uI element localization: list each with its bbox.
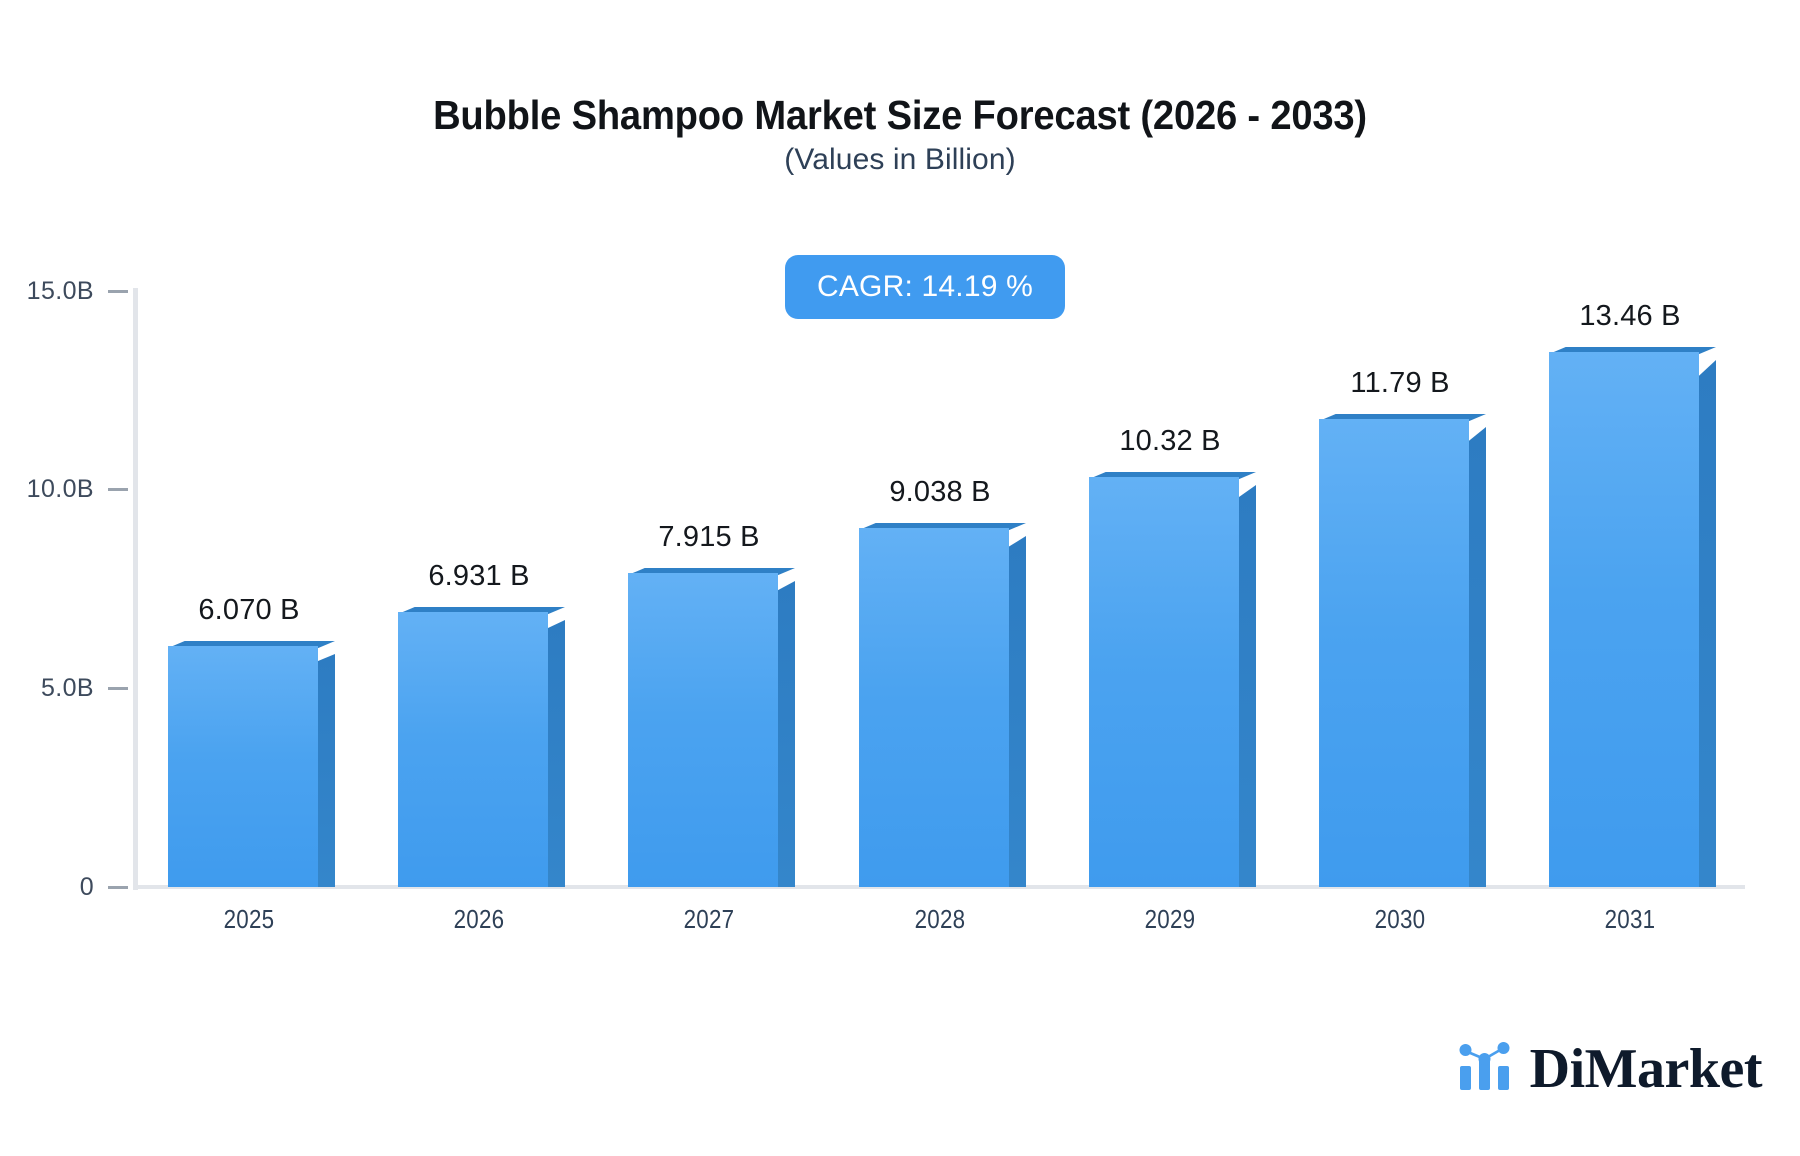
y-axis-tick-label: 15.0B xyxy=(26,276,94,305)
bar[interactable] xyxy=(1089,472,1256,887)
bar[interactable] xyxy=(859,523,1026,887)
bar[interactable] xyxy=(168,641,335,887)
chart-subtitle: (Values in Billion) xyxy=(784,143,1016,176)
bar[interactable] xyxy=(398,607,565,887)
bar-chart-icon xyxy=(1458,1040,1516,1097)
bar-front-face xyxy=(398,612,548,887)
y-axis-tick: 15.0B xyxy=(0,276,128,305)
x-axis-tick-label: 2026 xyxy=(453,904,505,934)
y-axis-tick-mark xyxy=(108,686,128,690)
x-axis-tick-label: 2030 xyxy=(1374,904,1426,934)
y-axis-tick-label: 10.0B xyxy=(26,475,94,504)
y-axis-tick: 10.0B xyxy=(0,475,128,504)
bar-side-face xyxy=(1469,427,1486,887)
bar-value-label: 7.915 B xyxy=(658,520,760,553)
x-axis-tick-label: 2028 xyxy=(914,904,966,934)
bar-side-face xyxy=(1239,485,1256,887)
chart-title: Bubble Shampoo Market Size Forecast (202… xyxy=(433,92,1367,138)
x-axis-tick-label: 2031 xyxy=(1604,904,1656,934)
bar-value-label: 10.32 B xyxy=(1119,424,1221,457)
bar-value-label: 6.070 B xyxy=(198,593,300,626)
bar-front-face xyxy=(1549,352,1699,887)
x-axis-tick-label: 2027 xyxy=(683,904,735,934)
cagr-badge-label: CAGR: 14.19 % xyxy=(816,270,1034,303)
y-axis-tick-label: 0 xyxy=(79,872,94,901)
bar-top-face xyxy=(1089,472,1256,479)
bar-value-label: 9.038 B xyxy=(889,475,991,508)
y-axis-line xyxy=(133,288,138,890)
x-axis-tick-label: 2025 xyxy=(223,904,275,934)
bar-top-face xyxy=(628,568,795,575)
bar-front-face xyxy=(1089,477,1239,887)
x-axis-line xyxy=(133,885,1745,889)
y-axis-tick: 0 xyxy=(0,872,128,901)
bar-front-face xyxy=(859,528,1009,887)
y-axis-tick-mark xyxy=(108,289,128,293)
bar-side-face xyxy=(1009,536,1026,887)
bar-side-face xyxy=(778,581,795,887)
x-axis-tick-label: 2029 xyxy=(1144,904,1196,934)
bar-top-face xyxy=(1549,347,1716,354)
bar-front-face xyxy=(1319,419,1469,887)
y-axis-tick-mark xyxy=(108,488,128,492)
bar-side-face xyxy=(548,620,565,887)
bar-top-face xyxy=(1319,414,1486,421)
bar-value-label: 11.79 B xyxy=(1350,366,1450,399)
bar-front-face xyxy=(628,573,778,887)
logo-wordmark: DiMarket xyxy=(1529,1037,1763,1100)
bar[interactable] xyxy=(1319,414,1486,887)
bar[interactable] xyxy=(1549,347,1716,887)
bar[interactable] xyxy=(628,568,795,887)
bar-front-face xyxy=(168,646,318,887)
bar-side-face xyxy=(318,654,335,887)
bar-top-face xyxy=(398,607,565,614)
y-axis-tick: 5.0B xyxy=(0,673,128,702)
bar-side-face xyxy=(1699,360,1716,887)
dimarket-logo: DiMarket xyxy=(1458,1037,1763,1100)
y-axis-tick-label: 5.0B xyxy=(40,673,94,702)
bar-top-face xyxy=(168,641,335,648)
cagr-badge: CAGR: 14.19 % xyxy=(785,255,1065,319)
bar-top-face xyxy=(859,523,1026,530)
y-axis-tick-mark xyxy=(108,885,128,889)
bar-value-label: 13.46 B xyxy=(1579,300,1681,333)
bar-value-label: 6.931 B xyxy=(428,559,530,592)
